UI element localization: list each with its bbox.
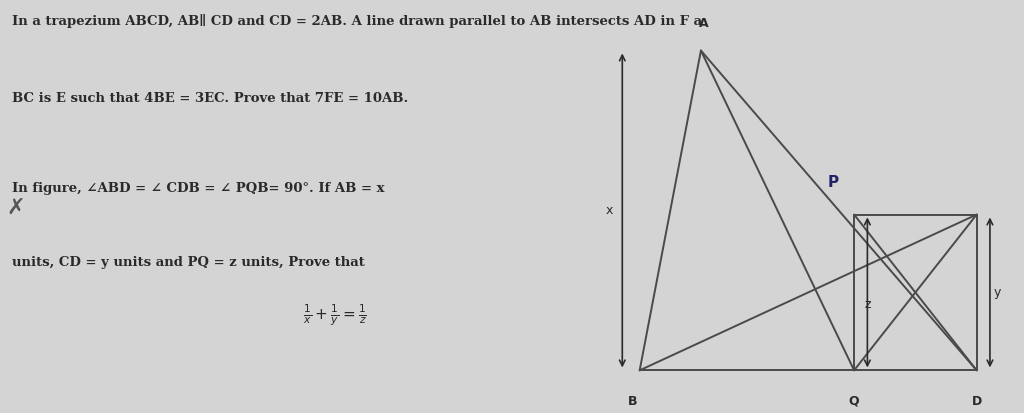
Text: Q: Q — [849, 395, 859, 408]
Text: D: D — [972, 395, 982, 408]
Text: A: A — [699, 17, 709, 30]
Text: In a trapezium ABCD, AB∥ CD and CD = 2AB. A line drawn parallel to AB intersects: In a trapezium ABCD, AB∥ CD and CD = 2AB… — [11, 14, 701, 28]
Text: B: B — [628, 395, 637, 408]
Text: ✗: ✗ — [6, 198, 26, 218]
Text: BC is E such that 4BE = 3EC. Prove that 7FE = 10AB.: BC is E such that 4BE = 3EC. Prove that … — [11, 92, 408, 104]
Text: y: y — [993, 286, 1000, 299]
Text: units, CD = y units and PQ = z units, Prove that: units, CD = y units and PQ = z units, Pr… — [11, 256, 365, 268]
Text: $\frac{1}{x}+\frac{1}{y}=\frac{1}{z}$: $\frac{1}{x}+\frac{1}{y}=\frac{1}{z}$ — [303, 303, 367, 328]
Text: x: x — [605, 204, 612, 217]
Text: z: z — [864, 298, 870, 311]
Text: In figure, ∠ABD = ∠ CDB = ∠ PQB= 90°. If AB = x: In figure, ∠ABD = ∠ CDB = ∠ PQB= 90°. If… — [11, 182, 384, 195]
Text: P: P — [827, 175, 839, 190]
